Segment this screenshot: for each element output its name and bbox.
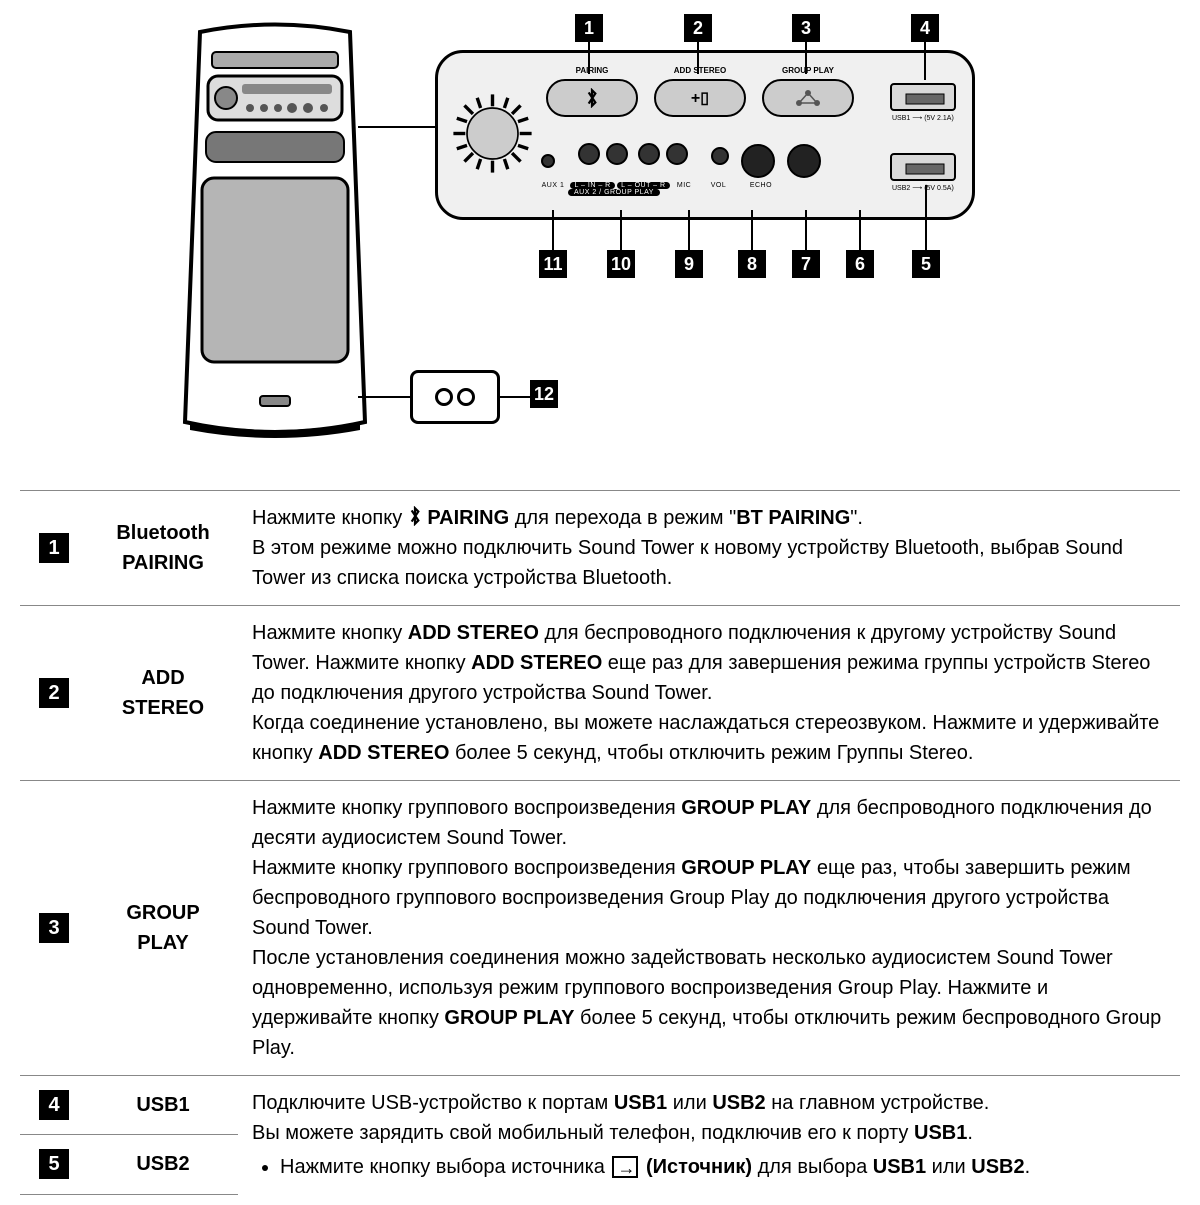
table-row: 4 USB1 Подключите USB-устройство к порта… <box>20 1076 1180 1135</box>
callout-3: 3 <box>792 14 820 42</box>
callout-1: 1 <box>575 14 603 42</box>
in-l-jack <box>578 143 600 165</box>
out-l-jack <box>638 143 660 165</box>
callout-10: 10 <box>607 250 635 278</box>
aux2-label: AUX 2 / GROUP PLAY <box>568 189 660 196</box>
addstereo-button-illus: +▯ <box>654 79 746 117</box>
row-num: 1 <box>39 533 69 563</box>
callout-2: 2 <box>684 14 712 42</box>
bluetooth-icon <box>408 506 422 526</box>
diagram-area: PAIRING ADD STEREO +▯ GROUP PLAY USB1 ⟶ … <box>20 10 1180 480</box>
echo-label: ECHO <box>741 182 781 189</box>
leader-panel <box>358 126 436 128</box>
echo-knob <box>787 144 821 178</box>
callout-4: 4 <box>911 14 939 42</box>
callout-11: 11 <box>539 250 567 278</box>
pairing-label: PAIRING <box>546 66 638 75</box>
source-icon <box>612 1156 638 1178</box>
groupplay-button-illus <box>762 79 854 117</box>
row-name-l1: Bluetooth <box>116 522 209 544</box>
usb1-port <box>890 83 956 111</box>
lower-jacks: AUX 1 L – IN – R L – OUT – R MIC VOL ECH… <box>538 143 825 196</box>
aux1-small-label: AUX 1 <box>538 182 568 189</box>
in-lr-label: L – IN – R <box>570 182 614 189</box>
row-num: 3 <box>39 913 69 943</box>
dial-icon <box>450 91 535 176</box>
callout-5: 5 <box>912 250 940 278</box>
vol-label: VOL <box>698 182 738 189</box>
out-r-jack <box>666 143 688 165</box>
table-row: 1 BluetoothPAIRING Нажмите кнопку PAIRIN… <box>20 491 1180 606</box>
callout-12: 12 <box>530 380 558 408</box>
power-inlet-illus <box>410 370 500 424</box>
out-lr-label: L – OUT – R <box>617 182 669 189</box>
row-num: 4 <box>39 1090 69 1120</box>
usb2-port <box>890 153 956 181</box>
row-num: 5 <box>39 1149 69 1179</box>
leader-plug <box>358 396 410 398</box>
groupplay-label: GROUP PLAY <box>762 66 854 75</box>
callout-9: 9 <box>675 250 703 278</box>
speaker-illustration <box>170 22 380 442</box>
addstereo-label: ADD STEREO <box>654 66 746 75</box>
pairing-button-illus <box>546 79 638 117</box>
row-name-l2: PAIRING <box>122 552 204 574</box>
description-table: 1 BluetoothPAIRING Нажмите кнопку PAIRIN… <box>20 490 1180 1195</box>
figure8-icon <box>435 388 475 406</box>
callout-6: 6 <box>846 250 874 278</box>
row-num: 2 <box>39 678 69 708</box>
aux1-jack <box>541 154 555 168</box>
mic-label: MIC <box>672 182 696 189</box>
in-r-jack <box>606 143 628 165</box>
callout-8: 8 <box>738 250 766 278</box>
callout-7: 7 <box>792 250 820 278</box>
usb1-label: USB1 ⟶ (5V 2.1A) <box>892 115 958 122</box>
vol-knob <box>741 144 775 178</box>
table-row: 2 ADDSTEREO Нажмите кнопку ADD STEREO дл… <box>20 606 1180 781</box>
control-panel-illustration: PAIRING ADD STEREO +▯ GROUP PLAY USB1 ⟶ … <box>435 50 975 220</box>
table-row: 3 GROUPPLAY Нажмите кнопку группового во… <box>20 781 1180 1076</box>
mic-jack <box>711 147 729 165</box>
